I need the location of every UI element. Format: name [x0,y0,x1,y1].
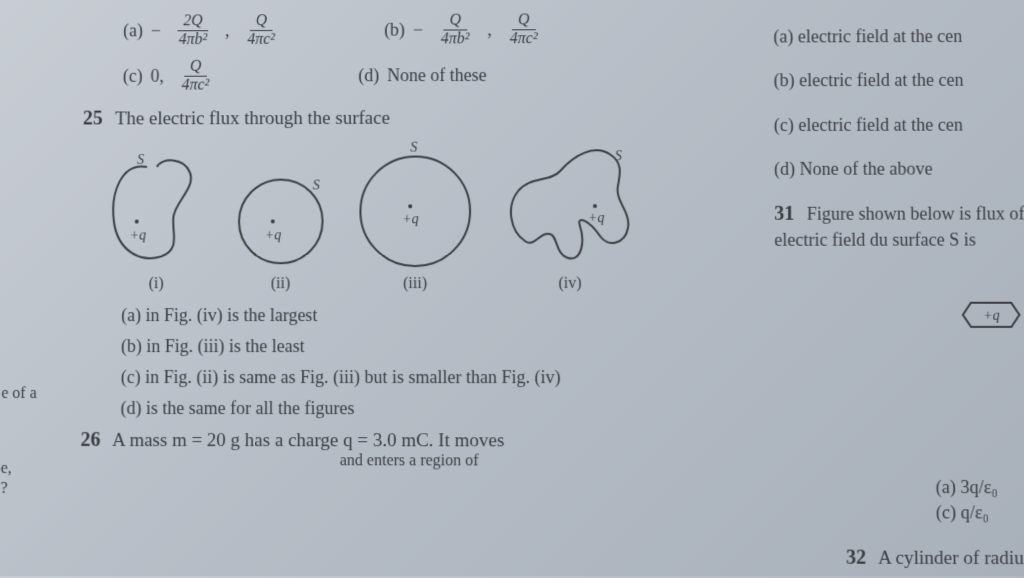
q25-option-a: (a) in Fig. (iv) is the largest [121,301,1006,330]
q25-option-c: (c) in Fig. (ii) is same as Fig. (iii) b… [121,363,1007,392]
s-label: S [137,153,144,168]
edge-fragment: ? [0,480,7,498]
q24-option-c: (c) 0, Q 4πc² [123,58,220,94]
diagram-ii: S +q (ii) [231,162,331,293]
surface-ii-svg: S +q [231,162,331,272]
right-column: (a) electric field at the cen (b) electr… [773,20,1024,253]
surface-i-svg: S +q [102,152,212,271]
edge-fragment: e, [1,460,12,478]
minus-sign: − [151,20,161,41]
charge-label: +q [402,213,418,228]
surface-iii-svg: S +q [350,142,480,272]
q24-option-a: (a) − 2Q 4πb² , Q 4πc² [123,12,285,48]
q32: 32 A cylinder of radius R [846,547,1024,571]
q26-text: 26 A mass m = 20 g has a charge q = 3.0 … [80,429,1007,471]
q25-options: (a) in Fig. (iv) is the largest (b) in F… [120,301,1007,423]
right-option-d: (d) None of the above [774,153,1024,186]
diagram-iv: S +q (iv) [500,147,640,294]
option-q: (c) q/ε₀ [936,502,998,523]
fraction: Q 4πc² [176,58,216,94]
right-bottom-options: (a) 3q/ε₀ (c) q/ε₀ [936,477,998,528]
option-label: (a) [123,20,143,41]
diagram-label: (i) [149,276,164,294]
minus-sign: − [413,19,423,40]
fraction: Q 4πc² [504,11,544,47]
right-option-b: (b) electric field at the cen [774,64,1024,97]
option-label: (d) [358,65,379,86]
surface-iv-svg: S +q [500,147,640,272]
option-label: (b) [384,19,405,40]
right-option-a: (a) electric field at the cen [773,20,1024,53]
question-number: 25 [83,108,103,130]
edge-fragment: e of a [1,385,36,403]
question-number: 32 [846,547,866,569]
charge-label: +q [265,229,281,244]
diagram-iii: S +q (iii) [350,142,480,294]
diagram-label: (ii) [271,276,291,294]
diagram-i: S +q (i) [101,152,211,293]
q24-option-d: (d) None of these [358,57,486,93]
q25-option-d: (d) is the same for all the figures [120,394,1007,423]
option-3q: (a) 3q/ε₀ [936,477,998,498]
question-number: 31 [774,202,794,224]
charge-label: +q [130,229,146,244]
q25-option-b: (b) in Fig. (iii) is the least [121,332,1007,361]
diagram-label: (iv) [558,275,581,293]
charge-label: +q [588,211,604,226]
fraction: Q 4πc² [241,12,281,48]
fraction: 2Q 4πb² [173,12,214,48]
right-option-c: (c) electric field at the cen [774,108,1024,141]
question-number: 26 [80,429,100,451]
svg-text:+q: +q [983,309,1000,324]
s-label: S [615,150,622,165]
s-label: S [410,142,417,156]
charge-box: +q [961,295,1022,340]
s-label: S [313,179,320,194]
q24-option-b: (b) − Q 4πb² , Q 4πc² [384,11,548,47]
fraction: Q 4πb² [435,12,476,48]
diagram-label: (iii) [403,275,427,293]
option-label: (c) [123,66,143,87]
q31: 31 Figure shown below is flux of electri… [774,199,1024,253]
